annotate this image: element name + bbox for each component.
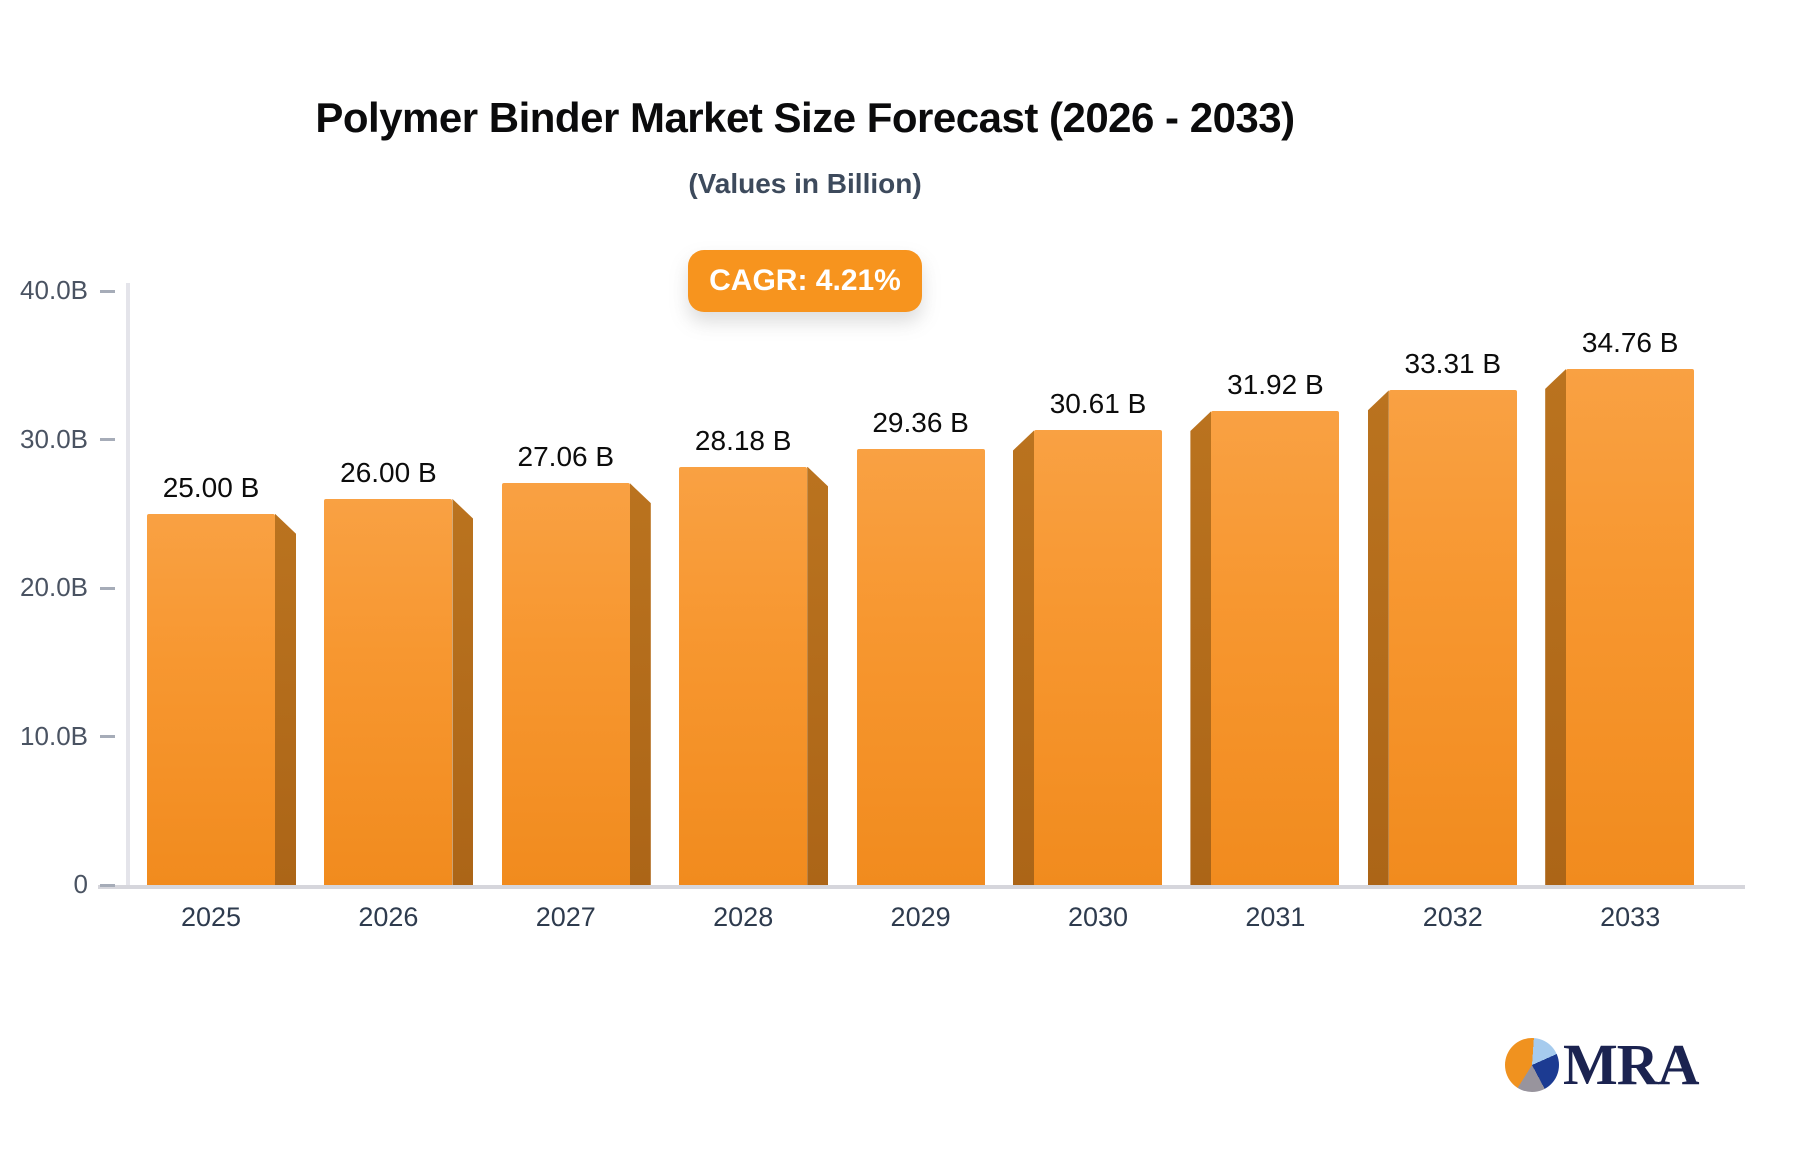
x-axis-label-2030: 2030 <box>1067 902 1129 932</box>
y-axis-label: 40.0B <box>20 275 88 305</box>
bar-2032[interactable] <box>1388 390 1517 885</box>
x-axis-label-2027: 2027 <box>535 902 596 932</box>
x-axis-label-2032: 2032 <box>1422 902 1483 932</box>
bar-2030[interactable] <box>1034 430 1162 885</box>
y-axis-label: 0 <box>73 869 88 899</box>
y-axis-tick <box>100 883 115 887</box>
bar-side-shadow-2026 <box>452 498 474 885</box>
x-axis-line <box>98 885 1745 889</box>
bar-2026[interactable] <box>324 498 453 885</box>
bar-side-shadow-2025 <box>275 513 296 885</box>
bar-side-shadow-2027 <box>629 483 651 885</box>
cagr-badge-label: CAGR: 4.21% <box>709 264 901 297</box>
y-axis-line <box>126 283 130 887</box>
y-axis-label: 10.0B <box>20 720 88 751</box>
brand-logo: MRA <box>1505 1032 1700 1097</box>
y-axis-label: 30.0B <box>20 423 88 454</box>
y-axis-tick <box>100 438 115 441</box>
chart-subtitle: (Values in Billion) <box>688 168 922 199</box>
bar-value-label-2029: 29.36 B <box>872 407 969 439</box>
bar-value-label-2028: 28.18 B <box>694 424 792 456</box>
x-axis-label-2033: 2033 <box>1600 902 1661 932</box>
bar-2031[interactable] <box>1211 410 1340 885</box>
bar-side-shadow-2032 <box>1367 390 1389 885</box>
x-axis-label-2031: 2031 <box>1245 902 1306 932</box>
bar-value-label-2030: 30.61 B <box>1049 388 1147 420</box>
x-axis-label-2026: 2026 <box>358 902 419 932</box>
bar-value-label-2032: 33.31 B <box>1404 348 1502 380</box>
bar-side-shadow-2030 <box>1013 430 1034 885</box>
chart-title: Polymer Binder Market Size Forecast (202… <box>315 94 1295 141</box>
bar-value-label-2025: 25.00 B <box>162 471 260 503</box>
y-axis-tick <box>100 735 115 738</box>
bar-2033[interactable] <box>1566 368 1695 885</box>
bar-2027[interactable] <box>501 483 630 885</box>
brand-logo-text: MRA <box>1563 1032 1700 1097</box>
y-axis-label: 20.0B <box>20 572 88 602</box>
bar-2025[interactable] <box>147 513 275 885</box>
bar-side-shadow-2031 <box>1190 410 1212 885</box>
cagr-badge: CAGR: 4.21% <box>688 250 922 312</box>
bar-2029[interactable] <box>856 449 985 885</box>
pie-chart-logo-icon <box>1505 1038 1559 1092</box>
bar-side-shadow-2028 <box>807 466 829 885</box>
x-axis-label-2029: 2029 <box>890 902 951 932</box>
y-axis-tick <box>100 586 115 590</box>
x-axis-label-2025: 2025 <box>180 902 242 932</box>
bar-value-label-2026: 26.00 B <box>340 456 437 488</box>
bar-value-label-2033: 34.76 B <box>1581 326 1679 358</box>
bar-value-label-2027: 27.06 B <box>517 441 615 473</box>
bar-side-shadow-2033 <box>1545 368 1567 885</box>
x-axis-label-2028: 2028 <box>713 902 774 932</box>
y-axis-tick <box>100 289 115 293</box>
bar-2028[interactable] <box>679 466 808 885</box>
bar-value-label-2031: 31.92 B <box>1227 369 1324 400</box>
